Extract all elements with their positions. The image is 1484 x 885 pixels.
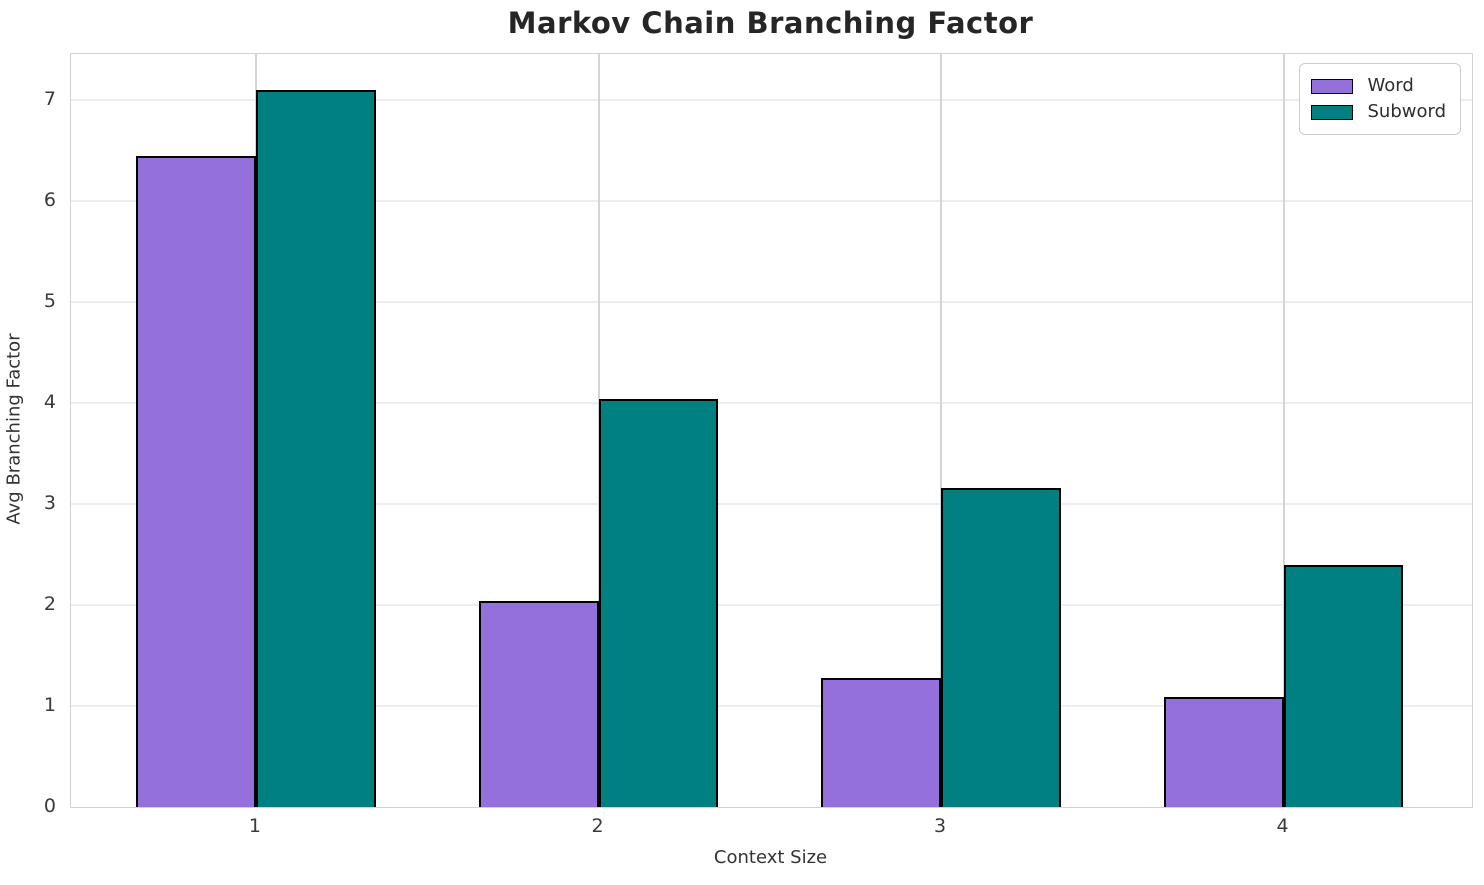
subword-bar <box>941 488 1061 807</box>
gridline-horizontal <box>71 200 1472 203</box>
gridline-horizontal <box>71 604 1472 607</box>
y-tick-label: 5 <box>43 290 56 313</box>
gridline-horizontal <box>71 503 1472 506</box>
y-tick-label: 7 <box>43 88 56 111</box>
word-series-swatch <box>1311 78 1354 94</box>
x-tick-label: 3 <box>934 815 947 837</box>
word-bar <box>478 601 599 807</box>
y-tick-label: 0 <box>43 795 56 817</box>
legend-item-subword: Subword <box>1311 99 1446 125</box>
legend-item-word: Word <box>1311 73 1446 99</box>
y-tick-label: 2 <box>43 593 56 616</box>
legend-label-word: Word <box>1367 75 1414 96</box>
gridline-horizontal <box>71 99 1472 102</box>
legend: Word Subword <box>1299 63 1461 135</box>
y-tick-label: 1 <box>43 694 56 717</box>
x-tick-label: 1 <box>248 815 262 837</box>
subword-series-swatch <box>1311 104 1354 120</box>
chart-title: Markov Chain Branching Factor <box>507 6 1034 40</box>
subword-bar <box>255 90 376 807</box>
word-bar <box>1163 696 1284 807</box>
y-tick-label: 4 <box>43 391 56 414</box>
plot-area: Word Subword <box>70 53 1473 808</box>
x-tick-label: 2 <box>591 815 604 837</box>
gridline-vertical <box>940 54 943 807</box>
gridline-vertical <box>1282 54 1285 807</box>
word-bar <box>136 155 256 807</box>
gridline-horizontal <box>71 402 1472 405</box>
subword-bar <box>598 399 719 807</box>
word-bar <box>821 677 942 807</box>
subword-bar <box>1283 564 1404 807</box>
legend-label-subword: Subword <box>1367 101 1446 122</box>
y-tick-label: 6 <box>43 189 56 212</box>
gridline-horizontal <box>71 301 1472 304</box>
gridline-horizontal <box>71 705 1472 708</box>
x-axis-label: Context Size <box>713 847 828 868</box>
x-tick-label: 4 <box>1276 815 1289 837</box>
y-tick-label: 3 <box>43 492 56 515</box>
